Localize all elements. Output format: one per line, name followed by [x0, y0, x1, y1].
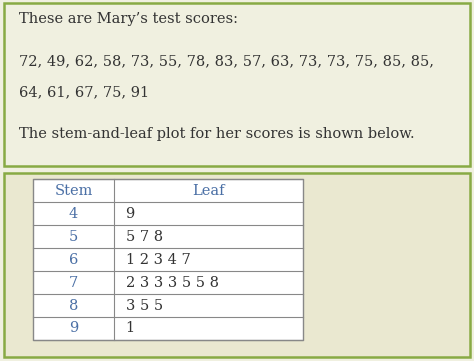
Text: 7: 7	[69, 275, 78, 290]
Text: 9: 9	[69, 322, 78, 335]
Text: 5: 5	[69, 230, 78, 244]
FancyBboxPatch shape	[4, 174, 470, 357]
Text: 64, 61, 67, 75, 91: 64, 61, 67, 75, 91	[19, 85, 149, 99]
Text: The stem-and-leaf plot for her scores is shown below.: The stem-and-leaf plot for her scores is…	[19, 127, 415, 141]
Text: 3 5 5: 3 5 5	[126, 299, 163, 313]
Text: 6: 6	[69, 253, 78, 266]
Text: 72, 49, 62, 58, 73, 55, 78, 83, 57, 63, 73, 73, 75, 85, 85,: 72, 49, 62, 58, 73, 55, 78, 83, 57, 63, …	[19, 54, 434, 68]
Text: 5 7 8: 5 7 8	[126, 230, 163, 244]
Text: 9: 9	[126, 207, 135, 221]
Text: 1 2 3 4 7: 1 2 3 4 7	[126, 253, 191, 266]
Text: 1: 1	[126, 322, 135, 335]
FancyBboxPatch shape	[4, 3, 470, 166]
Text: Leaf: Leaf	[192, 184, 225, 198]
Text: 2 3 3 3 5 5 8: 2 3 3 3 5 5 8	[126, 275, 219, 290]
Text: Stem: Stem	[55, 184, 92, 198]
Text: 8: 8	[69, 299, 78, 313]
Text: 4: 4	[69, 207, 78, 221]
FancyBboxPatch shape	[33, 179, 303, 340]
Text: These are Mary’s test scores:: These are Mary’s test scores:	[19, 12, 238, 26]
